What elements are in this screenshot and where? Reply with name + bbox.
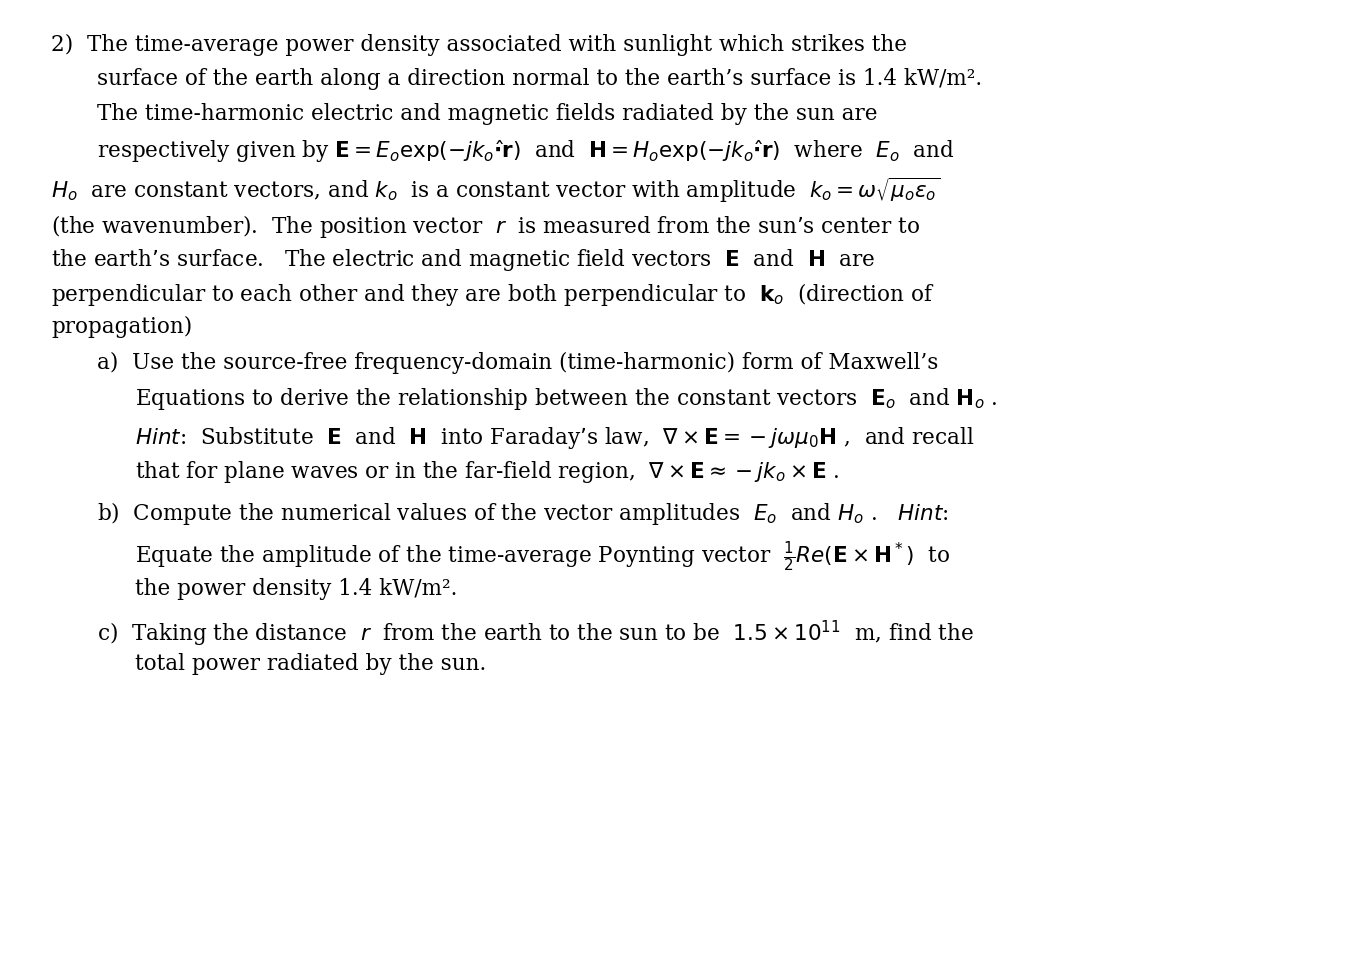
Text: a)  Use the source-free frequency-domain (time-harmonic) form of Maxwell’s: a) Use the source-free frequency-domain … xyxy=(97,352,938,374)
Text: $H_o$  are constant vectors, and $k_o$  is a constant vector with amplitude  $k_: $H_o$ are constant vectors, and $k_o$ is… xyxy=(51,176,941,205)
Text: 2)  The time-average power density associated with sunlight which strikes the: 2) The time-average power density associ… xyxy=(51,34,907,57)
Text: Equate the amplitude of the time-average Poynting vector  $\frac{1}{2}Re\left(\m: Equate the amplitude of the time-average… xyxy=(135,539,950,574)
Text: total power radiated by the sun.: total power radiated by the sun. xyxy=(135,653,487,675)
Text: $\mathit{Hint}$:  Substitute  $\mathbf{E}$  and  $\mathbf{H}$  into Faraday’s la: $\mathit{Hint}$: Substitute $\mathbf{E}$… xyxy=(135,425,975,451)
Text: propagation): propagation) xyxy=(51,316,193,338)
Text: that for plane waves or in the far-field region,  $\nabla \times \mathbf{E} \app: that for plane waves or in the far-field… xyxy=(135,459,840,486)
Text: (the wavenumber).  The position vector  $r$  is measured from the sun’s center t: (the wavenumber). The position vector $r… xyxy=(51,213,921,240)
Text: perpendicular to each other and they are both perpendicular to  $\mathbf{k}_o$  : perpendicular to each other and they are… xyxy=(51,281,934,309)
Text: c)  Taking the distance  $r$  from the earth to the sun to be  $1.5\times10^{11}: c) Taking the distance $r$ from the eart… xyxy=(97,618,973,649)
Text: the earth’s surface.   The electric and magnetic field vectors  $\mathbf{E}$  an: the earth’s surface. The electric and ma… xyxy=(51,247,876,274)
Text: the power density 1.4 kW/m².: the power density 1.4 kW/m². xyxy=(135,578,457,601)
Text: Equations to derive the relationship between the constant vectors  $\mathbf{E}_o: Equations to derive the relationship bet… xyxy=(135,386,998,412)
Text: b)  Compute the numerical values of the vector amplitudes  $E_o$  and $H_o$ .   : b) Compute the numerical values of the v… xyxy=(97,500,949,528)
Text: respectively given by $\mathbf{E} = E_o\mathrm{exp}(-jk_o\hat{\mathbf{\bullet}}\: respectively given by $\mathbf{E} = E_o\… xyxy=(97,139,954,165)
Text: The time-harmonic electric and magnetic fields radiated by the sun are: The time-harmonic electric and magnetic … xyxy=(97,103,878,125)
Text: surface of the earth along a direction normal to the earth’s surface is 1.4 kW/m: surface of the earth along a direction n… xyxy=(97,68,983,91)
